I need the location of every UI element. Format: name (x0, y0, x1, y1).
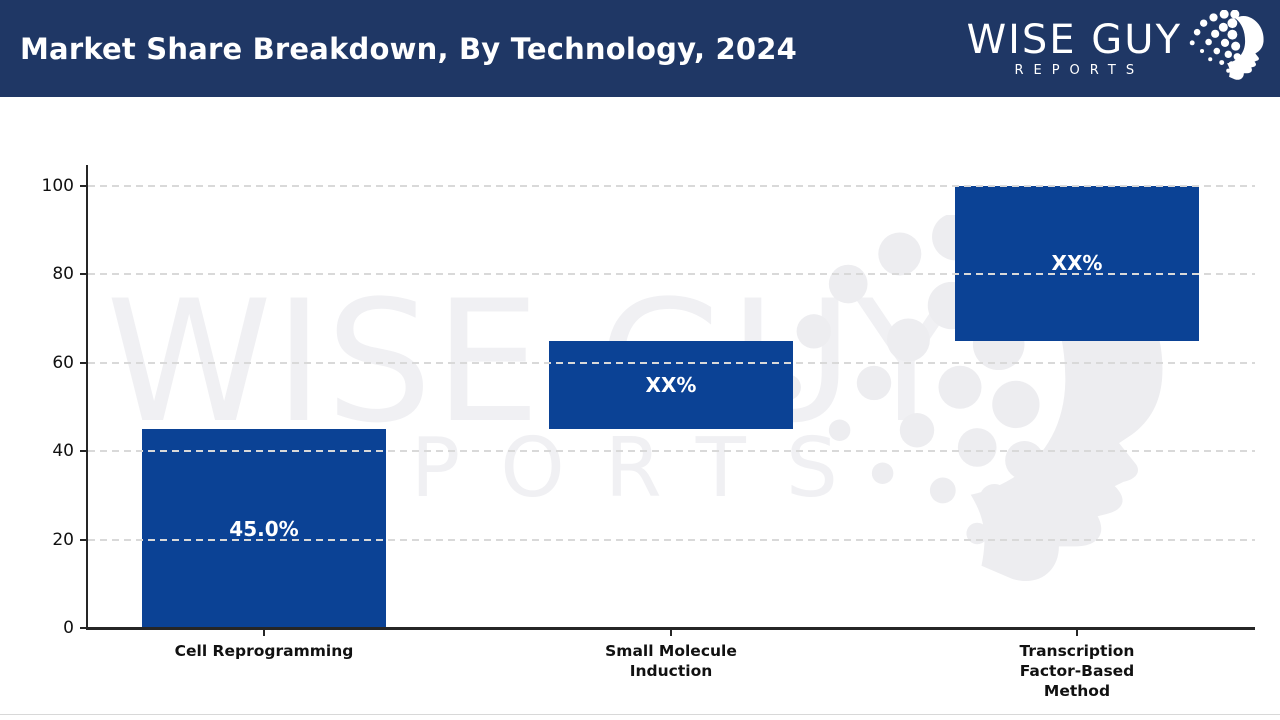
header-bar: Market Share Breakdown, By Technology, 2… (0, 0, 1280, 97)
y-tick-mark (80, 627, 88, 629)
y-tick-label: 100 (41, 176, 74, 196)
gridline (88, 538, 1255, 541)
wise-guy-reports-logo: WISE GUY REPORTS (967, 9, 1280, 88)
y-tick-mark (80, 450, 88, 453)
gridline (88, 450, 1255, 453)
x-tick-mark (1076, 628, 1078, 636)
bar-segment (955, 186, 1199, 341)
logo-wordmark: WISE GUY (966, 17, 1182, 63)
bar-value-label: XX% (645, 372, 697, 397)
x-tick-mark (263, 628, 265, 636)
y-tick-mark (80, 273, 88, 276)
y-tick-label: 40 (52, 441, 74, 462)
waterfall-chart: 45.0% XX% XX% 0 20 40 60 80 100 Cell Reprogrammin… (0, 97, 1280, 720)
y-tick-label: 0 (63, 618, 74, 638)
y-tick-label: 60 (52, 352, 74, 373)
y-axis-line (86, 165, 88, 630)
gridline (88, 185, 1255, 187)
x-category-label: Transcription Factor-Based Method (1019, 642, 1135, 701)
logo-subtext: REPORTS (1014, 63, 1145, 78)
x-category-label: Small Molecule Induction (605, 642, 737, 681)
y-tick-label: 80 (52, 264, 74, 285)
y-tick-label: 20 (52, 529, 74, 550)
face-profile-icon (1189, 9, 1264, 80)
bottom-divider (0, 714, 1280, 715)
x-category-label: Cell Reprogramming (174, 642, 354, 660)
bar-value-label: XX% (1051, 251, 1103, 276)
bar-segment (549, 340, 793, 430)
y-tick-mark (80, 185, 88, 187)
bar-value-label: 45.0% (229, 516, 299, 541)
x-tick-mark (670, 628, 672, 636)
y-tick-mark (80, 538, 88, 541)
page-title: Market Share Breakdown, By Technology, 2… (20, 31, 798, 66)
x-axis-line (86, 627, 1255, 630)
gridline (88, 361, 1255, 364)
bar-segment (142, 429, 386, 628)
y-tick-mark (80, 361, 88, 364)
gridline (88, 273, 1255, 276)
logo-text: WISE GUY REPORTS (967, 20, 1182, 77)
